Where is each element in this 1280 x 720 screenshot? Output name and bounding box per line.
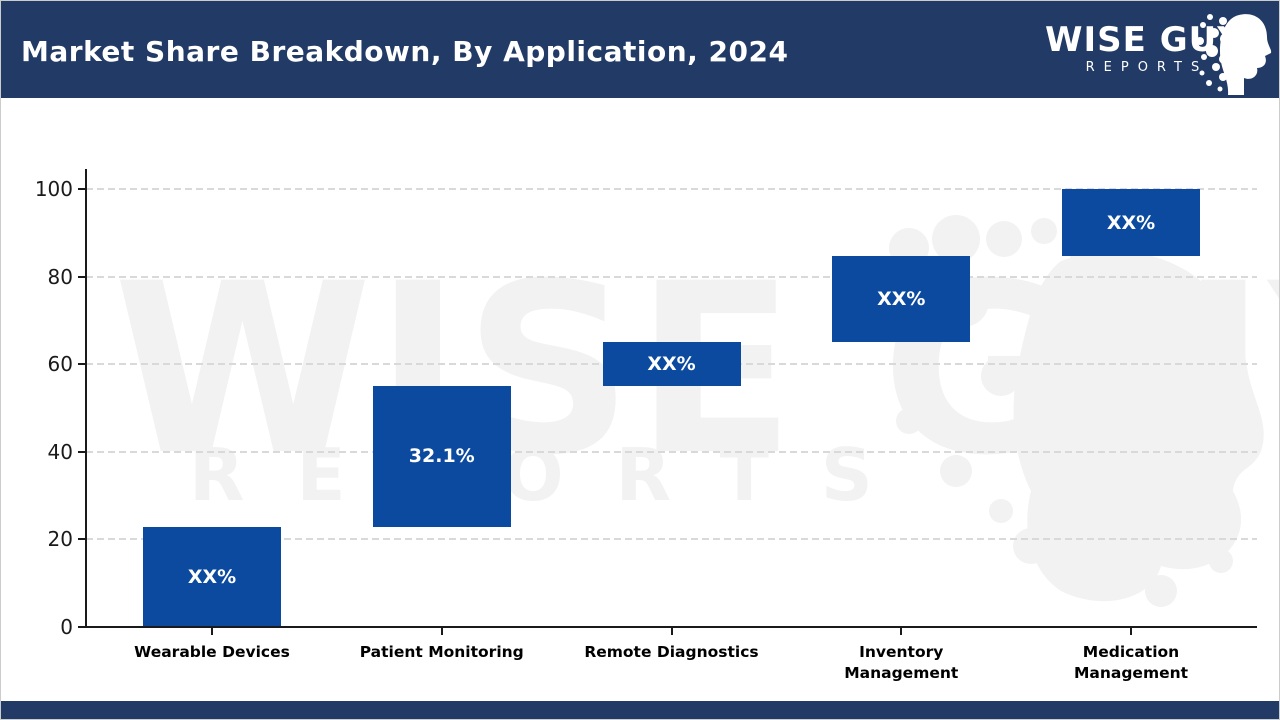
brand-face-icon bbox=[1196, 14, 1272, 95]
footer-bar bbox=[1, 701, 1279, 719]
waterfall-bar: XX% bbox=[602, 342, 741, 387]
gridline-40 bbox=[86, 450, 1257, 453]
x-tick bbox=[670, 628, 673, 635]
y-tick-label-80: 80 bbox=[47, 264, 73, 289]
y-tick-100 bbox=[78, 188, 86, 190]
gridline-80 bbox=[86, 275, 1257, 278]
x-category-label: Remote Diagnostics bbox=[584, 643, 759, 661]
y-tick-20 bbox=[78, 538, 86, 541]
x-category-label: Wearable Devices bbox=[134, 643, 290, 661]
y-tick-label-100: 100 bbox=[34, 177, 73, 201]
gridline-100 bbox=[86, 188, 1257, 190]
waterfall-bar: XX% bbox=[832, 256, 971, 343]
x-category-label: Patient Monitoring bbox=[359, 643, 524, 661]
y-tick-60 bbox=[78, 363, 86, 366]
page-title: Market Share Breakdown, By Application, … bbox=[21, 35, 789, 68]
waterfall-bar: XX% bbox=[143, 526, 281, 627]
bar-value-label: 32.1% bbox=[408, 445, 475, 468]
bar-value-label: XX% bbox=[1106, 211, 1156, 234]
bar-value-label: XX% bbox=[877, 288, 926, 311]
x-tick bbox=[211, 628, 213, 635]
bar-value-label: XX% bbox=[647, 353, 696, 376]
watermark-subtext: REPORTS bbox=[189, 433, 925, 517]
y-tick-label-20: 20 bbox=[47, 527, 73, 552]
x-tick bbox=[1130, 628, 1132, 635]
brand-tagline: REPORTS bbox=[1085, 60, 1209, 75]
brand-logo: WISE GUY REPORTS bbox=[1017, 9, 1272, 95]
x-tick bbox=[440, 628, 443, 635]
waterfall-bar: 32.1% bbox=[372, 386, 511, 527]
bar-value-label: XX% bbox=[187, 565, 237, 588]
y-tick-label-40: 40 bbox=[47, 439, 73, 464]
x-tick bbox=[900, 628, 903, 635]
gridline-20 bbox=[86, 538, 1257, 541]
x-category-label: Medication Management bbox=[1073, 643, 1189, 682]
y-tick-label-0: 0 bbox=[60, 615, 73, 639]
y-axis-line bbox=[85, 169, 87, 628]
x-axis-line bbox=[85, 626, 1257, 628]
y-tick-label-60: 60 bbox=[47, 352, 73, 377]
y-tick-40 bbox=[78, 450, 86, 453]
header-bar: Market Share Breakdown, By Application, … bbox=[1, 1, 1279, 98]
waterfall-bar: XX% bbox=[1062, 189, 1200, 257]
y-tick-80 bbox=[78, 275, 86, 278]
x-category-label: Inventory Management bbox=[844, 643, 959, 682]
y-tick-0 bbox=[78, 626, 86, 628]
